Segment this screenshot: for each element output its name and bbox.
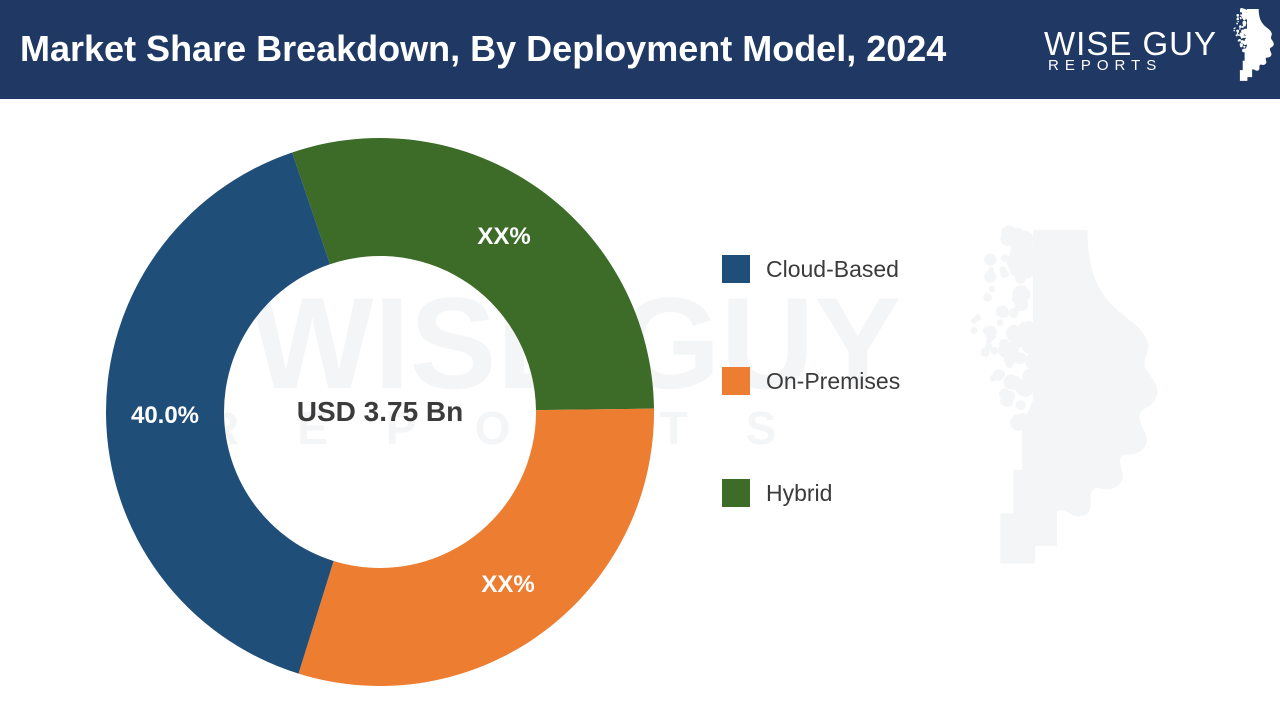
svg-text:XX%: XX% (477, 223, 530, 250)
svg-text:XX%: XX% (481, 571, 534, 598)
svg-text:40.0%: 40.0% (131, 402, 199, 429)
svg-text:REPORTS: REPORTS (1048, 57, 1162, 74)
